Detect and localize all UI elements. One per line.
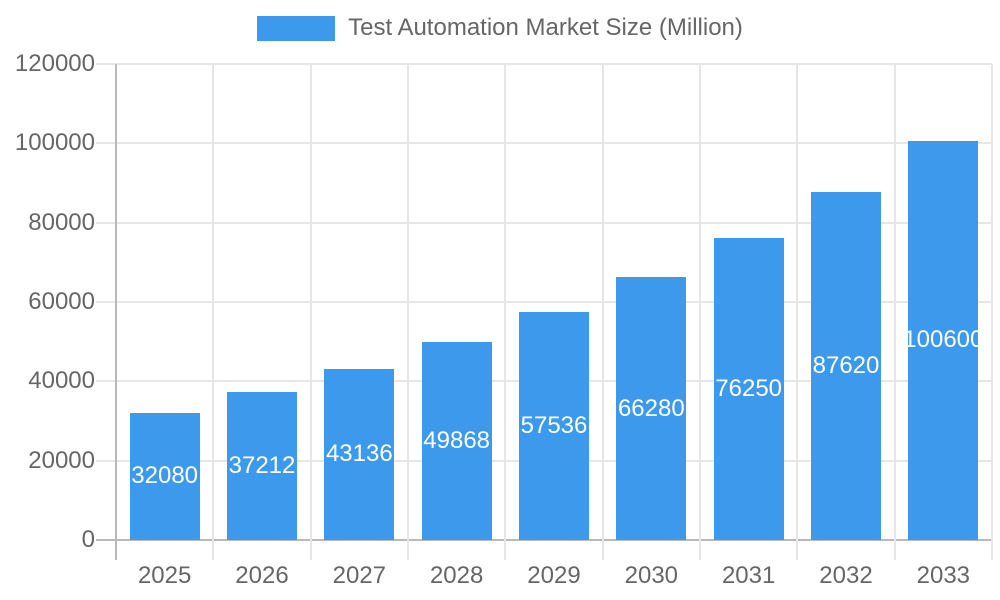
x-axis-tick-label: 2029 <box>527 562 581 589</box>
y-axis-tick-label: 0 <box>81 526 95 553</box>
y-axis-line <box>115 64 117 560</box>
bar-2031[interactable] <box>713 237 784 540</box>
y-axis-tick-label: 20000 <box>28 446 95 474</box>
bar-2026[interactable] <box>227 392 297 540</box>
y-axis-tick-label: 60000 <box>28 288 95 315</box>
x-axis-tick-label: 2027 <box>332 562 387 589</box>
legend-item[interactable]: Test Automation Market Size (Million) <box>257 14 743 42</box>
bar-2025[interactable] <box>129 412 200 540</box>
legend: Test Automation Market Size (Million) <box>0 14 1000 42</box>
x-axis-line <box>96 539 992 541</box>
legend-label: Test Automation Market Size (Million) <box>348 14 743 41</box>
y-axis-tick-label: 80000 <box>28 208 95 236</box>
y-axis-tick-label: 40000 <box>28 367 95 395</box>
bar-2029[interactable] <box>519 311 589 540</box>
gridline-horizontal <box>96 63 992 65</box>
x-axis-tick-label: 2025 <box>137 562 192 589</box>
gridline-horizontal <box>96 301 992 303</box>
gridline-vertical <box>504 64 507 560</box>
y-axis-tick-label: 100000 <box>14 129 95 157</box>
x-axis-tick-label: 2033 <box>916 562 971 589</box>
legend-swatch-icon <box>257 15 336 41</box>
bar-2027[interactable] <box>324 368 395 540</box>
x-axis-tick-label: 2032 <box>819 562 873 589</box>
bar-2028[interactable] <box>421 342 492 540</box>
gridline-vertical <box>601 64 604 560</box>
gridline-vertical <box>309 64 312 560</box>
gridline-horizontal <box>96 221 992 224</box>
x-axis-tick-label: 2028 <box>429 562 484 589</box>
x-axis-tick-label: 2030 <box>624 562 679 589</box>
gridline-vertical <box>893 64 896 560</box>
gridline-vertical <box>699 64 701 560</box>
y-axis-tick-label: 120000 <box>14 50 95 77</box>
bar-2033[interactable] <box>908 140 979 540</box>
gridline-vertical <box>796 64 799 560</box>
gridline-vertical <box>212 64 215 560</box>
x-axis-tick-label: 2026 <box>235 562 289 589</box>
gridline-horizontal <box>96 142 992 145</box>
x-axis-tick-label: 2031 <box>721 562 776 589</box>
gridline-vertical <box>407 64 409 560</box>
bar-2032[interactable] <box>811 192 881 540</box>
gridline-vertical <box>991 64 993 560</box>
bar-2030[interactable] <box>616 277 687 540</box>
